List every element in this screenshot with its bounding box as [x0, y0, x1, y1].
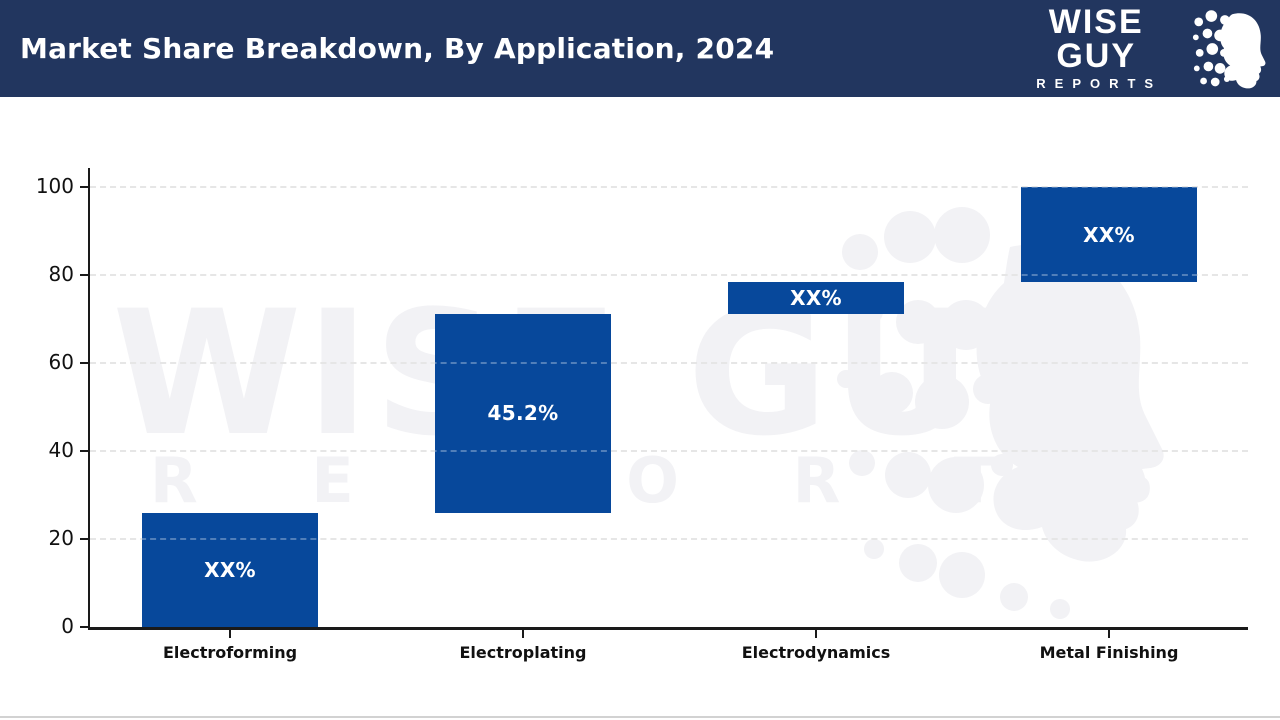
- gridline-overlay-60: [90, 362, 1248, 364]
- watermark-subtitle: R E P O R T S: [150, 444, 1200, 517]
- gridline-100: [90, 186, 1248, 188]
- chart-plot-area: WISE GUY R E P O R T S 0 20 40 60 80 100 XX% El…: [0, 97, 1280, 716]
- y-tick-40: [80, 450, 88, 452]
- gridline-20: [90, 538, 1248, 540]
- logo-wordmark: WISE GUY: [1048, 3, 1144, 75]
- y-tick-label-100: 100: [35, 174, 74, 198]
- y-tick-0: [80, 626, 88, 628]
- gridline-60: [90, 362, 1248, 364]
- bar-electrodynamics: XX%: [728, 282, 904, 314]
- bar-electroforming: XX%: [142, 512, 318, 627]
- y-tick-100: [80, 186, 88, 188]
- bar-value-label-electrodynamics: XX%: [790, 285, 842, 310]
- footer-divider: [0, 716, 1280, 718]
- x-tick-electroforming: [229, 630, 231, 638]
- gridline-overlay-80: [90, 274, 1248, 276]
- y-tick-label-80: 80: [48, 262, 74, 286]
- bar-value-label-electroplating: 45.2%: [487, 401, 559, 426]
- y-tick-label-0: 0: [61, 614, 74, 638]
- bar-value-label-electroforming: XX%: [204, 557, 256, 582]
- gridline-overlay-100: [90, 186, 1248, 188]
- x-axis-label-electroforming: Electroforming: [162, 643, 298, 662]
- x-axis-label-electrodynamics: Electrodynamics: [741, 643, 891, 662]
- gridline-40: [90, 450, 1248, 452]
- logo-face-icon: [1193, 10, 1266, 89]
- y-tick-label-20: 20: [48, 526, 74, 550]
- logo-text: WISE GUY REPORTS: [1006, 5, 1186, 93]
- gridline-80: [90, 274, 1248, 276]
- bar-value-label-metal-finishing: XX%: [1083, 222, 1135, 247]
- y-tick-80: [80, 274, 88, 276]
- y-tick-60: [80, 362, 88, 364]
- page-title: Market Share Breakdown, By Application, …: [20, 32, 775, 65]
- y-tick-20: [80, 538, 88, 540]
- wise-guy-logo: WISE GUY REPORTS: [1006, 5, 1266, 93]
- x-tick-electroplating: [522, 630, 524, 638]
- x-axis-label-electroplating: Electroplating: [459, 643, 587, 662]
- x-tick-electrodynamics: [815, 630, 817, 638]
- x-tick-metal-finishing: [1108, 630, 1110, 638]
- header-bar: Market Share Breakdown, By Application, …: [0, 0, 1280, 97]
- x-axis-line: [88, 627, 1248, 630]
- x-axis-label-metal-finishing: Metal Finishing: [1039, 643, 1179, 662]
- bar-metal-finishing: XX%: [1021, 187, 1197, 283]
- y-tick-label-60: 60: [48, 350, 74, 374]
- gridline-overlay-40: [90, 450, 1248, 452]
- y-tick-label-40: 40: [48, 438, 74, 462]
- bar-electroplating: 45.2%: [435, 313, 611, 513]
- gridline-overlay-20: [90, 538, 1248, 540]
- logo-subtitle: REPORTS: [1036, 76, 1163, 91]
- y-axis-line: [88, 168, 90, 629]
